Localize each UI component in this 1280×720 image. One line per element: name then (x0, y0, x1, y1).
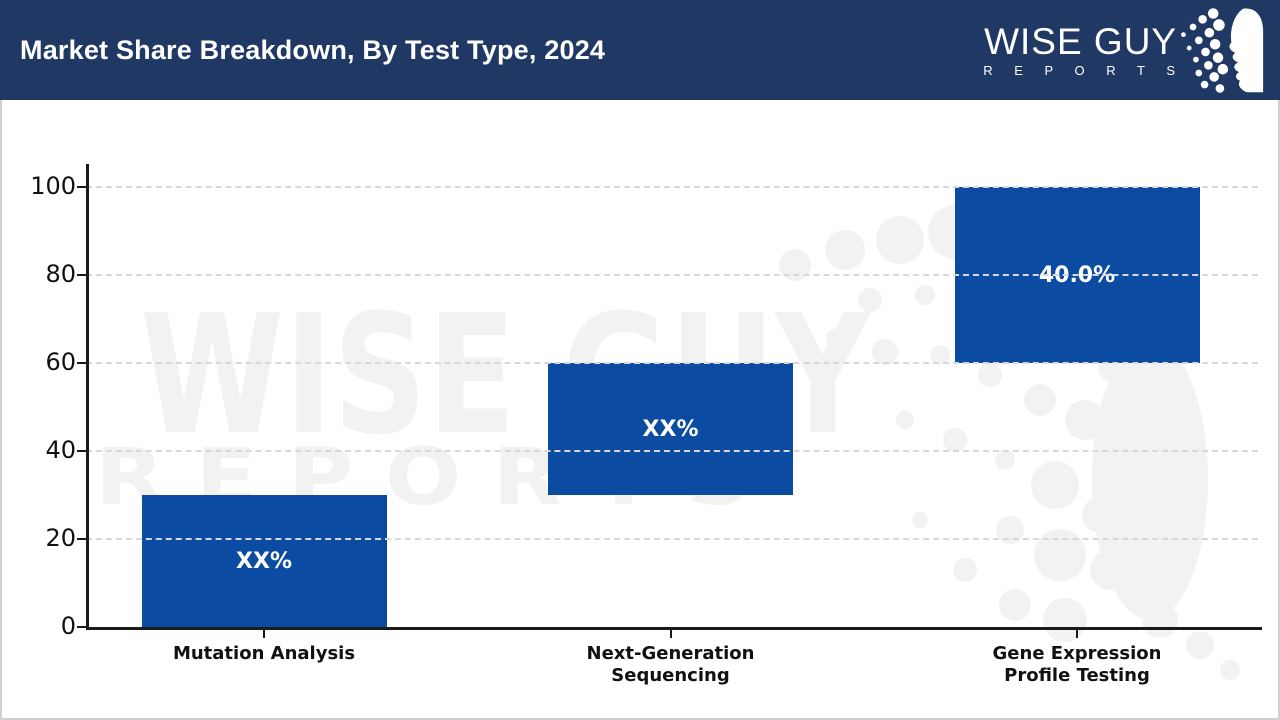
x-axis-spine (86, 627, 1262, 630)
y-tick-60 (77, 362, 86, 364)
bar-value-label-2: XX% (642, 416, 699, 442)
gridline-80 (86, 274, 1258, 276)
x-tick-1 (263, 630, 265, 638)
brand-logo: WISE GUY R E P O R T S (977, 4, 1266, 96)
gridline-20 (86, 538, 1258, 540)
y-tick-label-100: 100 (30, 171, 76, 200)
y-tick-label-80: 80 (45, 259, 76, 288)
x-category-label-line: Profile Testing (1004, 665, 1150, 686)
bar-value-label-1: XX% (236, 548, 292, 574)
y-tick-label-20: 20 (45, 523, 76, 552)
gridline-60 (86, 362, 1258, 364)
face-profile-logo-icon (1181, 8, 1264, 93)
x-category-label-2: Next-Generation Sequencing (501, 643, 841, 687)
y-tick-80 (77, 274, 86, 276)
x-category-label-line: Mutation Analysis (172, 643, 356, 664)
y-tick-label-40: 40 (45, 435, 76, 464)
y-tick-0 (77, 626, 86, 628)
x-tick-2 (669, 630, 672, 638)
chart-area: WISE GUY R E P O R T S 0 20 40 60 80 100 XX% XX… (0, 100, 1280, 720)
y-tick-label-60: 60 (45, 347, 76, 376)
x-category-label-line: Next-Generation (586, 643, 755, 664)
y-tick-20 (77, 538, 86, 540)
header: Market Share Breakdown, By Test Type, 20… (0, 0, 1280, 100)
x-category-label-3: Gene Expression Profile Testing (907, 643, 1247, 687)
brand-subtitle: R E P O R T S (983, 62, 1184, 78)
x-category-label-line: Sequencing (611, 665, 730, 686)
y-axis-spine (86, 164, 89, 630)
gridline-40 (86, 450, 1258, 452)
page-title: Market Share Breakdown, By Test Type, 20… (20, 34, 606, 65)
gridline-100 (86, 186, 1258, 188)
x-category-label-1: Mutation Analysis (94, 643, 434, 665)
y-tick-100 (77, 186, 86, 188)
bar-2: XX% (548, 363, 793, 495)
y-tick-40 (77, 450, 86, 452)
brand-logo-text: WISE GUY R E P O R T S (977, 20, 1184, 78)
y-tick-label-0: 0 (60, 611, 76, 640)
x-category-label-line: Gene Expression (992, 643, 1162, 664)
x-tick-3 (1076, 630, 1078, 638)
brand-name: WISE GUY (984, 20, 1178, 62)
bar-1: XX% (141, 495, 387, 627)
